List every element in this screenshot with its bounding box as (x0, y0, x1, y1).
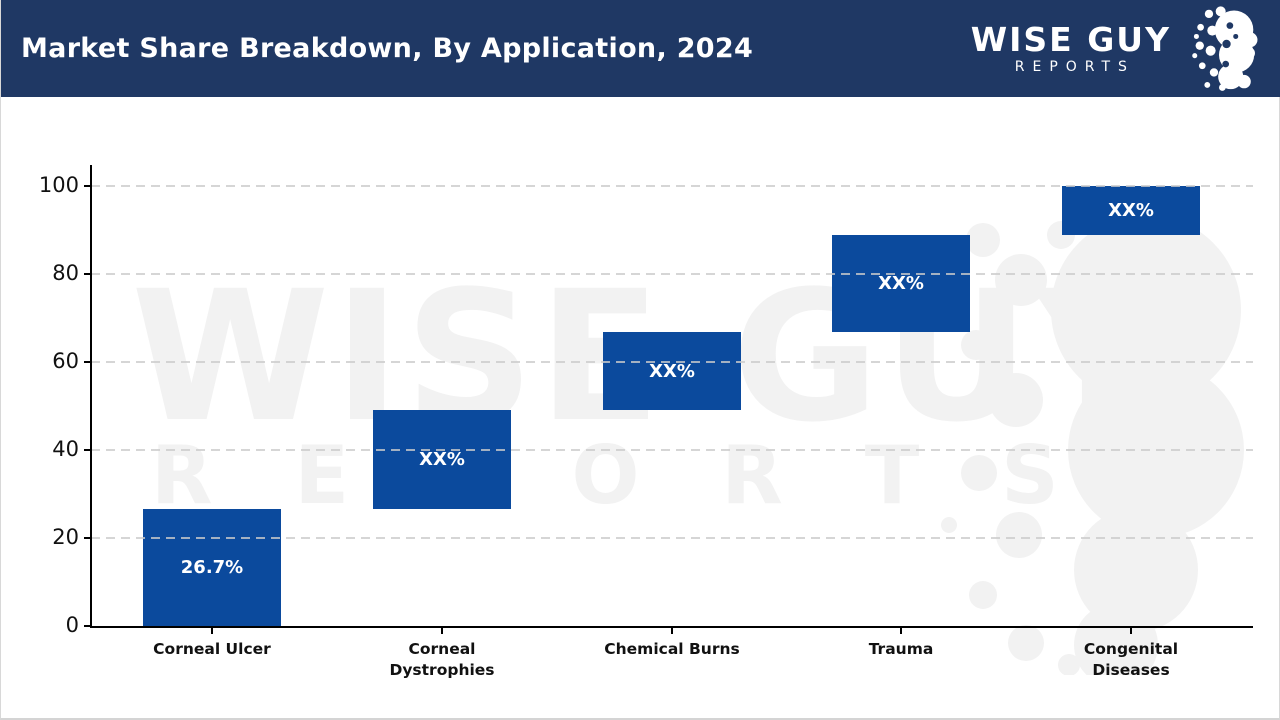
bar-value-label: XX% (649, 360, 695, 382)
bar-value-label: XX% (878, 272, 924, 294)
bar-value-label: XX% (1108, 199, 1154, 221)
gridline-60 (91, 361, 1253, 363)
y-tick-label: 20 (52, 525, 79, 549)
bar-corneal-dystrophies: XX% (373, 409, 511, 509)
x-tick-mark (1130, 627, 1132, 634)
x-axis-spine (90, 626, 1253, 628)
x-tick-mark (900, 627, 902, 634)
x-tick-mark (211, 627, 213, 634)
brand-logo-head-icon (1192, 5, 1258, 91)
y-tick-label: 80 (52, 261, 79, 285)
bar-corneal-ulcer: 26.7% (143, 508, 281, 626)
gridline-40 (91, 449, 1253, 451)
x-tick-mark (441, 627, 443, 634)
y-tick-mark (84, 185, 91, 187)
y-tick-mark (84, 361, 91, 363)
gridline-20 (91, 537, 1253, 539)
y-tick-label: 40 (52, 437, 79, 461)
y-tick-label: 100 (38, 173, 79, 197)
y-tick-mark (84, 273, 91, 275)
header-bar: Market Share Breakdown, By Application, … (1, 0, 1280, 97)
x-category-label: Trauma (868, 640, 934, 658)
gridline-100 (91, 185, 1253, 187)
brand-logo-name: WISE GUY (970, 19, 1171, 59)
bar-value-label: XX% (419, 448, 465, 470)
gridline-80 (91, 273, 1253, 275)
bar-value-label: 26.7% (180, 556, 244, 578)
brand-logo-subtitle: REPORTS (1014, 58, 1135, 75)
y-tick-label: 60 (52, 349, 79, 373)
y-tick-mark (84, 625, 91, 627)
x-category-label: Corneal Dystrophies (389, 640, 495, 679)
y-axis-spine (90, 165, 92, 627)
bar-trauma: XX% (832, 234, 970, 333)
brand-logo: WISE GUY REPORTS (971, 3, 1269, 95)
y-tick-label: 0 (65, 613, 79, 637)
x-category-label: Congenital Diseases (1083, 640, 1179, 679)
brand-logo-text: WISE GUY REPORTS (971, 23, 1171, 75)
y-tick-mark (84, 537, 91, 539)
bar-chemical-burns: XX% (603, 332, 741, 410)
y-tick-mark (84, 449, 91, 451)
x-category-label: Corneal Ulcer (153, 640, 271, 658)
page-title: Market Share Breakdown, By Application, … (21, 33, 754, 64)
x-category-label: Chemical Burns (604, 640, 740, 658)
bar-congenital-diseases: XX% (1062, 186, 1200, 235)
x-tick-mark (671, 627, 673, 634)
